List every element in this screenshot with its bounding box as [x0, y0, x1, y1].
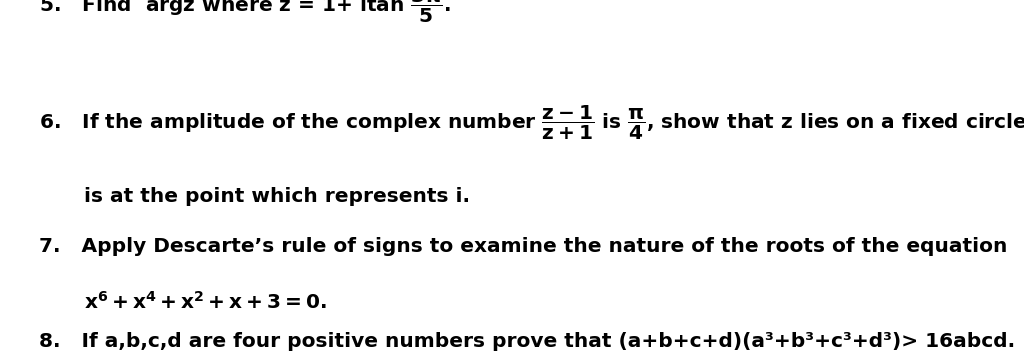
Text: $\mathbf{x^6 + x^4 + x^2 + x + 3 = 0}$.: $\mathbf{x^6 + x^4 + x^2 + x + 3 = 0}$. [84, 290, 327, 312]
Text: 8.   If a,b,c,d are four positive numbers prove that (a+b+c+d)(a³+b³+c³+d³)> 16a: 8. If a,b,c,d are four positive numbers … [39, 332, 1015, 351]
Text: 7.   Apply Descarte’s rule of signs to examine the nature of the roots of the eq: 7. Apply Descarte’s rule of signs to exa… [39, 236, 1008, 256]
Text: is at the point which represents i.: is at the point which represents i. [84, 187, 470, 206]
Text: 6.   If the amplitude of the complex number $\mathbf{\dfrac{z-1}{z+1}}$ is $\mat: 6. If the amplitude of the complex numbe… [39, 104, 1024, 142]
Text: 5.   Find  argz where z = 1+ itan $\mathbf{\dfrac{3\pi}{5}}$.: 5. Find argz where z = 1+ itan $\mathbf{… [39, 0, 451, 25]
